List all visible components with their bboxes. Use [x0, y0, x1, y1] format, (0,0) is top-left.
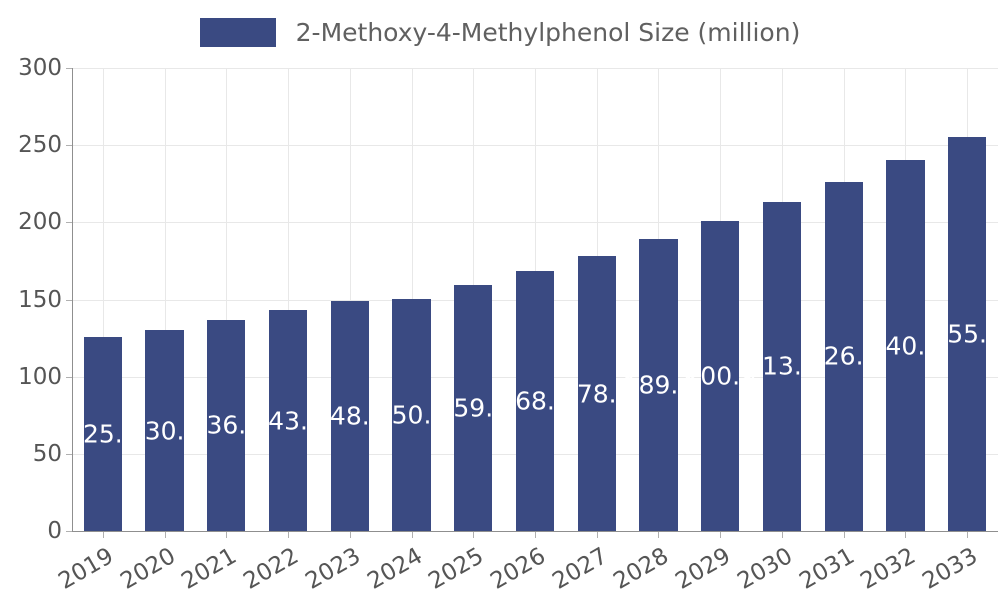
- x-tick-mark: [412, 532, 413, 538]
- legend-color-swatch: [199, 17, 276, 47]
- x-tick-mark: [165, 532, 166, 538]
- bar-2021[interactable]: [207, 319, 246, 531]
- bar-2026[interactable]: [515, 270, 555, 531]
- y-tick-mark: [66, 145, 72, 147]
- y-tick-mark: [66, 531, 72, 532]
- y-tick-mark: [66, 453, 72, 455]
- chart-legend: 2-Methoxy-4-Methylphenol Size (million): [0, 12, 1000, 52]
- x-tick-label: 2021: [177, 543, 242, 595]
- x-tick-label: 2022: [239, 543, 304, 595]
- y-tick-mark: [66, 68, 72, 69]
- bar-2019[interactable]: [83, 337, 122, 531]
- x-tick-label: 2033: [918, 543, 983, 595]
- gridline-vertical: [350, 68, 351, 531]
- x-tick-mark: [226, 532, 227, 538]
- y-axis-line: [72, 68, 73, 531]
- y-tick-label: 300: [18, 55, 62, 81]
- y-tick-label: 200: [18, 209, 62, 236]
- x-tick-mark: [844, 532, 845, 538]
- gridline-vertical: [165, 68, 166, 531]
- y-tick-label: 50: [32, 440, 62, 467]
- bar-2033[interactable]: [947, 137, 987, 531]
- y-tick-label: 150: [18, 286, 62, 313]
- bar-2030[interactable]: [762, 201, 802, 531]
- x-tick-label: 2032: [856, 543, 921, 595]
- bar-2024[interactable]: [392, 298, 431, 531]
- y-tick-label: 250: [18, 132, 62, 159]
- x-axis-line: [72, 531, 998, 532]
- legend-label: 2-Methoxy-4-Methylphenol Size (million): [295, 17, 801, 47]
- x-tick-label: 2020: [115, 543, 180, 595]
- gridline-vertical: [226, 68, 227, 531]
- x-tick-mark: [720, 532, 721, 538]
- y-tick-mark: [66, 376, 72, 378]
- x-tick-label: 2019: [54, 543, 118, 595]
- bar-2031[interactable]: [824, 181, 863, 531]
- x-tick-mark: [658, 532, 659, 538]
- bar-2032[interactable]: [886, 160, 925, 531]
- y-tick-mark: [66, 222, 72, 224]
- bar-2028[interactable]: [639, 238, 678, 531]
- x-tick-label: 2023: [301, 543, 365, 595]
- bar-2029[interactable]: [701, 220, 740, 531]
- x-tick-label: 2026: [486, 543, 550, 595]
- x-tick-label: 2025: [424, 543, 489, 595]
- x-tick-mark: [473, 532, 474, 538]
- plot-area: 125.5 130.2 136.8 143.1 148.9 150.5 159.1 168.5…: [67, 68, 1000, 532]
- gridline-vertical: [288, 68, 289, 531]
- x-tick-mark: [535, 532, 536, 538]
- x-tick-label: 2024: [362, 543, 427, 595]
- x-tick-mark: [905, 532, 906, 538]
- x-tick-mark: [967, 532, 968, 538]
- x-tick-label: 2028: [609, 543, 674, 595]
- y-tick-label: 0: [47, 518, 62, 544]
- bar-2020[interactable]: [145, 330, 184, 531]
- x-tick-label: 2027: [548, 543, 612, 595]
- y-tick-label: 100: [18, 363, 62, 390]
- y-tick-mark: [66, 299, 72, 301]
- x-tick-mark: [103, 532, 104, 538]
- x-tick-mark: [782, 532, 783, 538]
- bar-2025[interactable]: [454, 285, 493, 531]
- x-tick-label: 2031: [794, 543, 859, 595]
- x-tick-label: 2030: [733, 543, 797, 595]
- bar-2022[interactable]: [268, 310, 308, 531]
- x-tick-mark: [597, 532, 598, 538]
- x-tick-label: 2029: [671, 543, 736, 595]
- gridline-vertical: [103, 68, 104, 531]
- x-tick-mark: [350, 532, 351, 538]
- bar-2027[interactable]: [577, 256, 616, 531]
- x-tick-mark: [288, 532, 289, 538]
- bar-2023[interactable]: [330, 301, 369, 531]
